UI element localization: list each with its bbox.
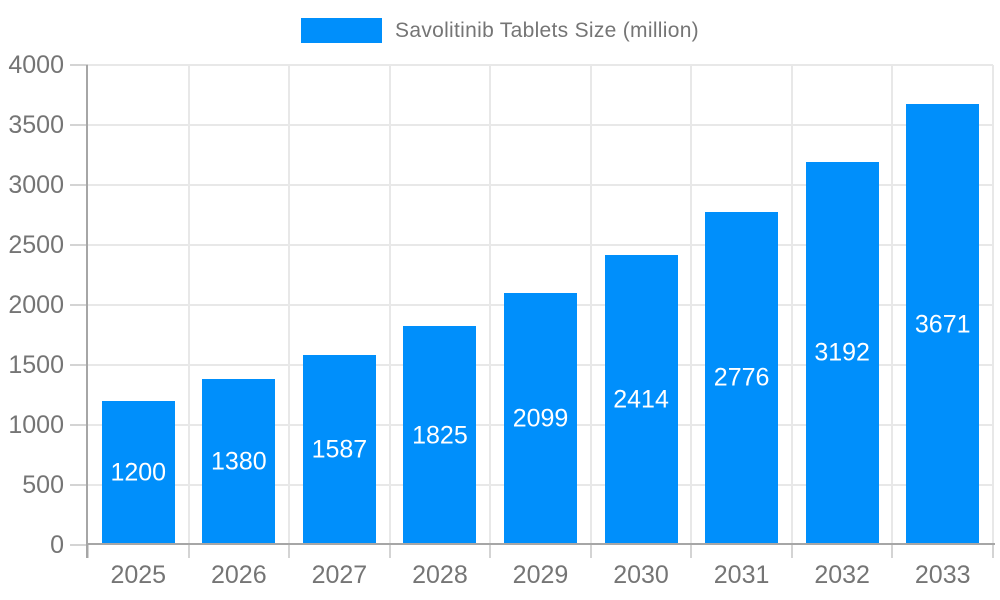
x-axis-tick bbox=[992, 545, 994, 558]
plot-area: 1200 1380 1587 1825 2099 2414 2776 3192 3671 bbox=[88, 64, 994, 545]
y-axis-label: 0 bbox=[50, 531, 64, 559]
x-axis-tick bbox=[187, 545, 190, 558]
y-axis-label: 2500 bbox=[8, 231, 64, 259]
bar-2029[interactable]: 2099 bbox=[504, 293, 577, 545]
bar-2032[interactable]: 3192 bbox=[805, 161, 879, 545]
legend[interactable]: Savolitinib Tablets Size (million) bbox=[0, 18, 1000, 43]
bar-value-label: 1587 bbox=[311, 435, 368, 464]
legend-label: Savolitinib Tablets Size (million) bbox=[395, 18, 699, 42]
legend-marker bbox=[301, 18, 383, 43]
x-axis-label: 2028 bbox=[412, 561, 468, 589]
y-axis-label: 1000 bbox=[8, 411, 64, 439]
bar-2027[interactable]: 1587 bbox=[302, 354, 376, 545]
bar-2030[interactable]: 2414 bbox=[604, 255, 678, 545]
x-axis-label: 2026 bbox=[211, 561, 267, 589]
x-axis-label: 2030 bbox=[613, 561, 669, 589]
y-axis-line bbox=[86, 65, 88, 558]
y-axis-tick bbox=[70, 184, 88, 186]
y-axis-tick bbox=[70, 124, 88, 126]
gridline-h bbox=[88, 64, 993, 66]
bar-2025[interactable]: 1200 bbox=[101, 401, 175, 545]
x-axis-label: 2027 bbox=[311, 561, 368, 589]
y-axis-label: 2000 bbox=[8, 291, 64, 319]
y-axis-tick bbox=[70, 304, 88, 306]
gridline-h bbox=[88, 124, 993, 126]
bar-value-label: 3192 bbox=[814, 338, 870, 367]
y-axis-label: 4000 bbox=[8, 51, 64, 79]
x-axis-label: 2025 bbox=[110, 561, 167, 589]
y-axis-label: 1500 bbox=[8, 351, 64, 379]
x-axis-tick bbox=[288, 545, 291, 558]
bar-value-label: 2414 bbox=[613, 385, 669, 414]
y-axis-label: 3500 bbox=[8, 111, 64, 139]
gridline-v bbox=[489, 65, 492, 545]
gridline-h bbox=[88, 244, 993, 246]
bar-value-label: 3671 bbox=[914, 310, 971, 339]
bar-value-label: 2776 bbox=[713, 363, 770, 392]
gridline-v bbox=[790, 65, 793, 545]
bar-2026[interactable]: 1380 bbox=[202, 379, 276, 545]
gridline-v bbox=[187, 65, 190, 545]
x-axis-label: 2033 bbox=[914, 561, 971, 589]
gridline-v bbox=[288, 65, 291, 545]
gridline-v bbox=[690, 65, 693, 545]
y-axis-tick bbox=[70, 64, 88, 66]
x-axis-tick bbox=[388, 545, 391, 558]
y-axis-label: 500 bbox=[22, 471, 64, 499]
gridline-h bbox=[88, 184, 993, 186]
x-axis-line bbox=[86, 543, 995, 545]
bar-value-label: 2099 bbox=[512, 404, 569, 433]
y-axis-label: 3000 bbox=[8, 171, 64, 199]
gridline-v bbox=[992, 65, 994, 545]
bar-2031[interactable]: 2776 bbox=[705, 211, 779, 545]
bar-value-label: 1825 bbox=[412, 421, 468, 449]
y-axis-tick bbox=[70, 364, 88, 366]
bar-2028[interactable]: 1825 bbox=[403, 326, 477, 545]
x-axis-tick bbox=[87, 545, 89, 558]
x-axis-label: 2032 bbox=[814, 561, 870, 589]
y-axis-tick bbox=[70, 244, 88, 246]
y-axis-tick bbox=[70, 424, 88, 426]
gridline-v bbox=[589, 65, 592, 545]
x-axis-label: 2031 bbox=[713, 561, 770, 589]
x-axis-tick bbox=[790, 545, 793, 558]
x-axis-tick bbox=[589, 545, 592, 558]
x-axis-tick bbox=[489, 545, 492, 558]
bar-value-label: 1200 bbox=[110, 458, 167, 487]
bar-2033[interactable]: 3671 bbox=[906, 104, 980, 545]
gridline-v bbox=[891, 65, 894, 545]
x-axis-label: 2029 bbox=[512, 561, 569, 589]
gridline-v bbox=[388, 65, 391, 545]
x-axis-tick bbox=[690, 545, 693, 558]
y-axis-tick bbox=[70, 544, 88, 546]
x-axis-tick bbox=[891, 545, 894, 558]
y-axis-tick bbox=[70, 484, 88, 486]
bar-value-label: 1380 bbox=[211, 447, 267, 476]
